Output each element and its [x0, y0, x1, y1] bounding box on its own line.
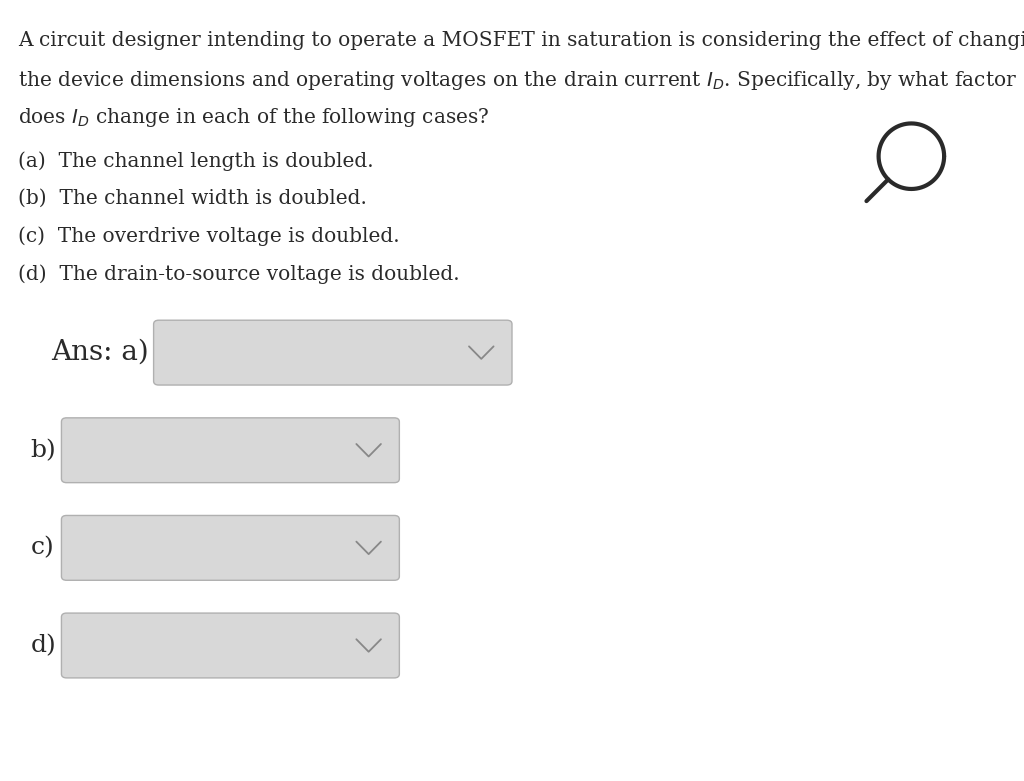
Text: (a)  The channel length is doubled.: (a) The channel length is doubled. [18, 152, 374, 171]
FancyBboxPatch shape [61, 515, 399, 580]
Text: Ans: a): Ans: a) [51, 339, 148, 366]
Text: the device dimensions and operating voltages on the drain current $I_D$. Specifi: the device dimensions and operating volt… [18, 69, 1018, 91]
FancyBboxPatch shape [61, 418, 399, 483]
FancyBboxPatch shape [61, 613, 399, 678]
Text: (d)  The drain-to-source voltage is doubled.: (d) The drain-to-source voltage is doubl… [18, 264, 460, 284]
FancyBboxPatch shape [154, 320, 512, 385]
Text: (c)  The overdrive voltage is doubled.: (c) The overdrive voltage is doubled. [18, 226, 400, 246]
Text: b): b) [31, 439, 56, 462]
Text: (b)  The channel width is doubled.: (b) The channel width is doubled. [18, 189, 368, 208]
Text: d): d) [31, 634, 56, 657]
Text: c): c) [31, 537, 54, 559]
Text: does $I_D$ change in each of the following cases?: does $I_D$ change in each of the followi… [18, 106, 489, 129]
Text: A circuit designer intending to operate a MOSFET in saturation is considering th: A circuit designer intending to operate … [18, 31, 1024, 50]
